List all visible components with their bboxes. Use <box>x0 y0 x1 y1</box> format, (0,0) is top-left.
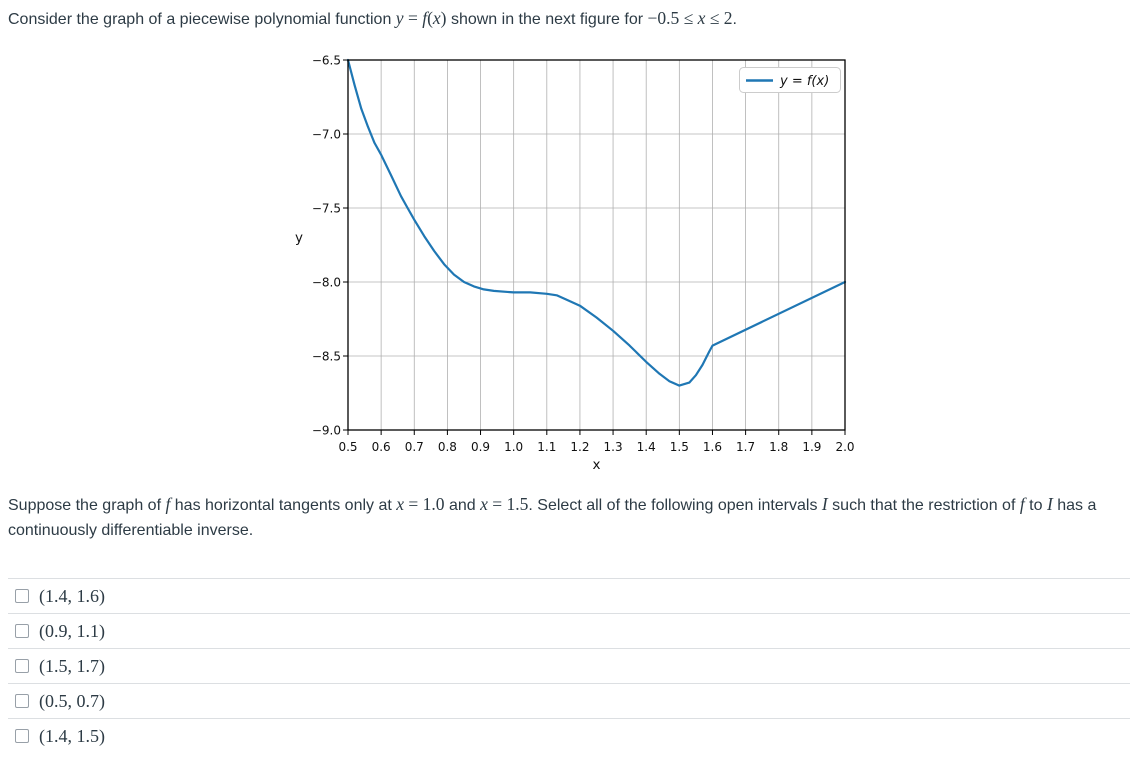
math-segment: I <box>1046 494 1053 514</box>
x-tick-label: 0.5 <box>338 440 357 454</box>
math-segment: x <box>480 494 488 514</box>
math-segment: x <box>432 8 441 28</box>
math-segment: ( <box>427 8 433 28</box>
math-segment: x <box>697 8 706 28</box>
math-segment: f <box>165 494 171 514</box>
option-label: (1.4, 1.5) <box>39 725 105 746</box>
x-tick-label: 1.0 <box>504 440 523 454</box>
option-label: (1.5, 1.7) <box>39 655 105 676</box>
text-segment: to <box>1024 497 1047 514</box>
x-tick-label: 1.1 <box>537 440 556 454</box>
x-tick-label: 0.7 <box>405 440 424 454</box>
math-segment: I <box>821 494 828 514</box>
option-label: (0.5, 0.7) <box>39 690 105 711</box>
option-checkbox[interactable] <box>15 589 29 603</box>
option-row[interactable]: (1.4, 1.6) <box>8 578 1130 613</box>
question-prompt-text: Suppose the graph of f has horizontal ta… <box>8 492 1140 543</box>
x-tick-label: 1.3 <box>604 440 623 454</box>
answer-options-list: (1.4, 1.6) (0.9, 1.1) (1.5, 1.7) (0.5, 0.7)… <box>8 578 1130 753</box>
y-tick-label: −6.5 <box>312 54 341 68</box>
y-tick-label: −8.0 <box>312 276 341 290</box>
text-segment: Consider the graph of a piecewise polyno… <box>8 11 396 28</box>
text-segment: Suppose the graph of <box>8 497 166 514</box>
math-segment: = <box>403 8 423 28</box>
option-row[interactable]: (0.5, 0.7) <box>8 683 1130 718</box>
math-segment: = 1.0 <box>404 494 445 514</box>
text-segment: . <box>732 11 737 28</box>
function-graph-chart: 0.5 0.6 0.7 0.8 0.9 1.0 1.1 1.2 1.3 1.4 1.5 1.6 1.7 1… <box>295 54 855 474</box>
math-segment: f <box>422 8 428 28</box>
legend-label: y = f(x) <box>779 74 829 89</box>
x-tick-label: 1.7 <box>736 440 755 454</box>
x-tick-label: 0.6 <box>372 440 391 454</box>
y-tick-label: −7.0 <box>312 128 341 142</box>
math-segment: x <box>396 494 405 514</box>
y-tick-label: −8.5 <box>312 350 341 364</box>
x-tick-label: 2.0 <box>835 440 854 454</box>
option-row[interactable]: (1.5, 1.7) <box>8 648 1130 683</box>
math-segment: ≤ 2 <box>705 8 733 28</box>
math-segment: f <box>1019 494 1025 514</box>
math-segment: −0.5 ≤ <box>647 8 698 28</box>
y-tick-label: −7.5 <box>312 202 341 216</box>
x-tick-label: 1.6 <box>703 440 722 454</box>
option-row[interactable]: (0.9, 1.1) <box>8 613 1130 648</box>
text-segment: such that the restriction of <box>827 497 1020 514</box>
x-tick-label: 0.9 <box>471 440 490 454</box>
x-tick-label: 1.2 <box>570 440 589 454</box>
x-tick-label: 1.9 <box>802 440 821 454</box>
y-axis-label: y <box>295 230 303 246</box>
option-checkbox[interactable] <box>15 694 29 708</box>
option-label: (1.4, 1.6) <box>39 585 105 606</box>
plot-frame <box>347 59 846 431</box>
x-tick-label: 0.8 <box>438 440 457 454</box>
text-segment: has horizontal tangents only at <box>170 497 397 514</box>
question-intro-text: Consider the graph of a piecewise polyno… <box>8 6 1138 32</box>
math-segment: y <box>395 8 404 28</box>
option-checkbox[interactable] <box>15 659 29 673</box>
math-segment: = 1.5 <box>487 494 529 514</box>
option-row[interactable]: (1.4, 1.5) <box>8 718 1130 753</box>
function-curve <box>346 58 847 387</box>
text-segment: shown in the next figure for <box>446 11 648 28</box>
text-segment: has a continuously differentiable invers… <box>8 497 1097 539</box>
option-label: (0.9, 1.1) <box>39 620 105 641</box>
math-segment: ) <box>440 8 447 28</box>
x-tick-label: 1.5 <box>670 440 689 454</box>
option-checkbox[interactable] <box>15 729 29 743</box>
x-axis-label: x <box>593 457 601 473</box>
legend <box>739 67 841 93</box>
text-segment: and <box>444 497 481 514</box>
x-tick-label: 1.4 <box>637 440 656 454</box>
y-tick-label: −9.0 <box>312 424 341 438</box>
option-checkbox[interactable] <box>15 624 29 638</box>
x-tick-label: 1.8 <box>769 440 788 454</box>
text-segment: . Select all of the following open inter… <box>528 497 822 514</box>
